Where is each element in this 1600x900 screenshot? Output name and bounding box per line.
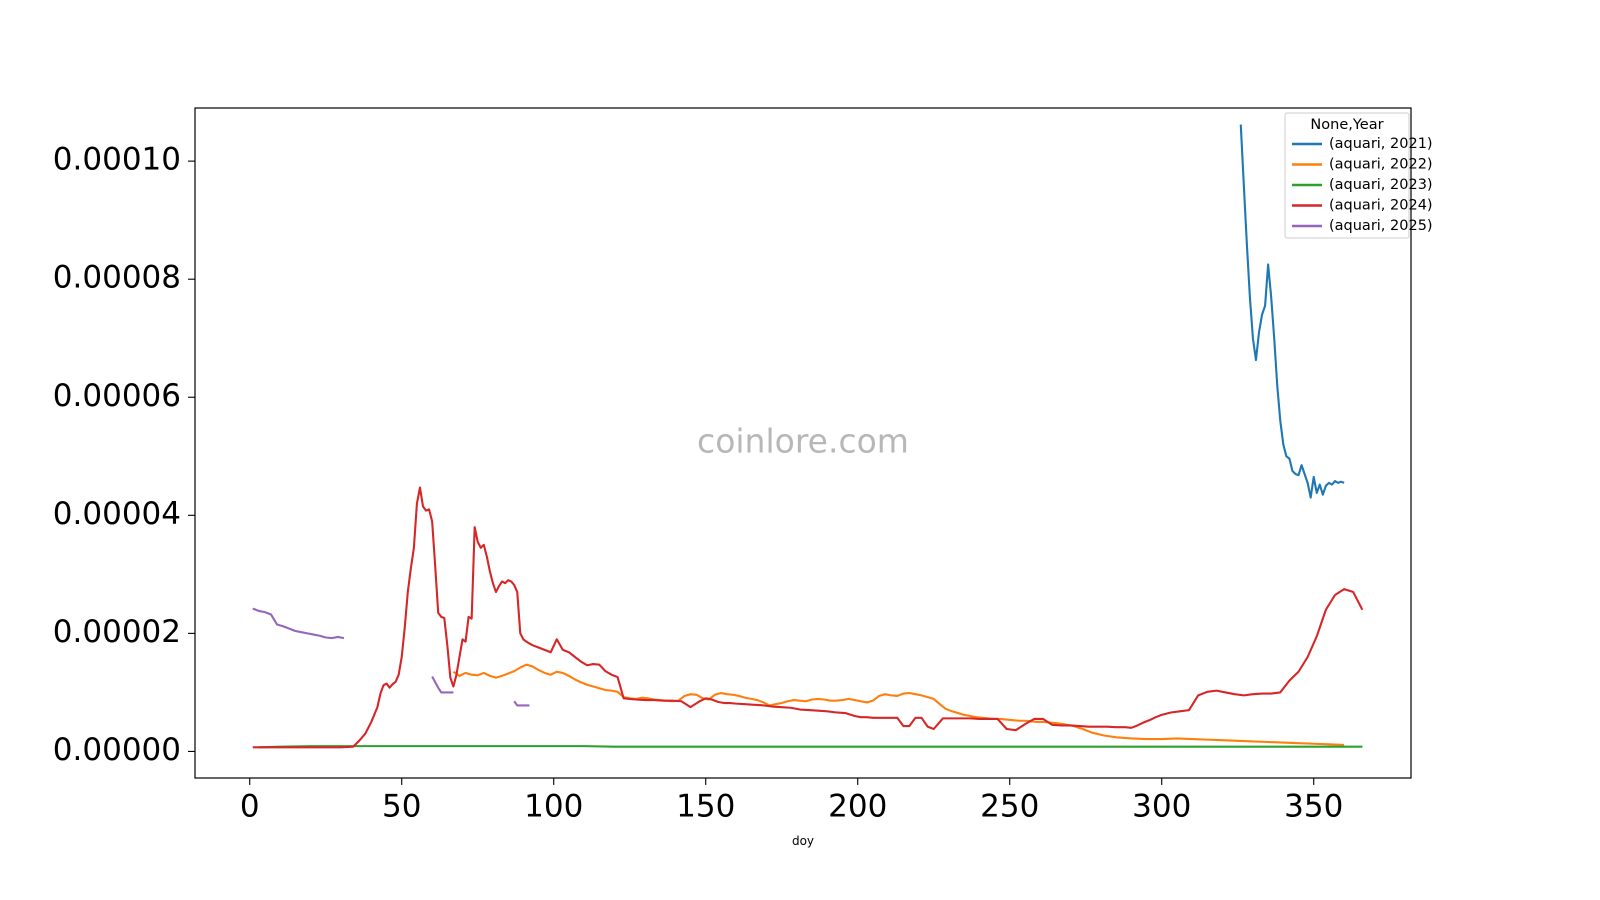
plot-area: coinlore.com	[194, 107, 1412, 779]
watermark-text: coinlore.com	[697, 422, 909, 461]
y-tick-label: 0.00010	[53, 142, 181, 178]
y-axis: 0.00000 0.00002 0.00004 0.00006 0.00008 0.000…	[53, 142, 195, 768]
series-line	[1239, 124, 1345, 499]
legend-label: (aquari, 2025)	[1329, 218, 1433, 234]
series-line	[252, 607, 345, 640]
x-tick-label: 150	[676, 788, 735, 824]
series-line	[252, 486, 1364, 749]
y-tick-label: 0.00006	[53, 378, 181, 414]
chart-legend[interactable]: None,Year (aquari, 2021)(aquari, 2022)(a…	[1284, 112, 1433, 239]
x-tick-label: 250	[980, 788, 1039, 824]
x-tick-label: 50	[382, 788, 421, 824]
y-tick-label: 0.00002	[53, 614, 181, 650]
x-tick-label: 350	[1284, 788, 1343, 824]
series-line	[452, 663, 1345, 746]
legend-label: (aquari, 2024)	[1329, 198, 1433, 214]
legend-label: (aquari, 2023)	[1329, 177, 1433, 193]
axes-spines	[194, 107, 1412, 779]
legend-entries: (aquari, 2021) (aquari, 2022) (aquari, 202…	[1292, 136, 1433, 234]
x-tick-label: 0	[240, 788, 260, 824]
series-lines	[252, 124, 1364, 749]
x-tick-label: 200	[828, 788, 887, 824]
series-line	[258, 745, 1363, 749]
y-tick-label: 0.00008	[53, 260, 181, 296]
legend-label: (aquari, 2022)	[1329, 157, 1433, 173]
x-axis-title: doy	[792, 834, 814, 848]
series-line	[513, 700, 530, 707]
y-tick-label: 0.00004	[53, 496, 181, 532]
axes-background	[195, 108, 1411, 778]
x-axis: 0 50 100 150 200 250 300 350	[240, 778, 1343, 824]
series-line	[431, 675, 454, 694]
y-tick-label: 0.00000	[53, 732, 181, 768]
legend-title: None,Year	[1310, 117, 1383, 133]
legend-label: (aquari, 2021)	[1329, 136, 1433, 152]
x-tick-label: 100	[524, 788, 583, 824]
x-tick-label: 300	[1132, 788, 1191, 824]
